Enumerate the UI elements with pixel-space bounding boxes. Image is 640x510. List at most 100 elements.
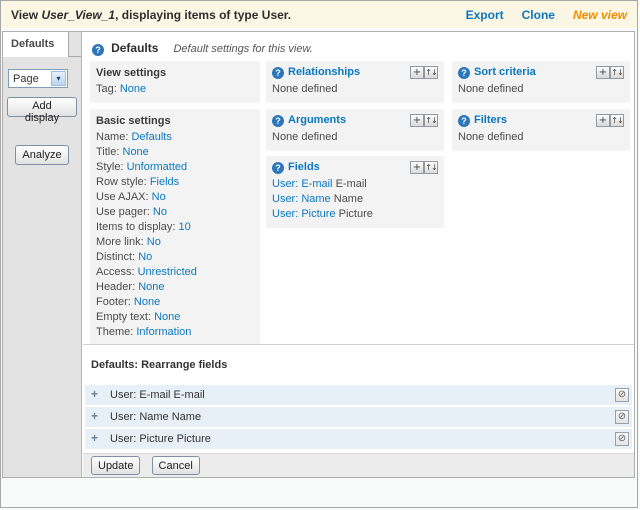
basic-settings-box: Basic settings Name: Defaults Title: None… — [90, 109, 260, 346]
fields-title-link[interactable]: Fields — [288, 161, 320, 173]
view-name: User_View_1 — [41, 7, 116, 22]
remove-icon[interactable]: ⊘ — [615, 410, 629, 424]
section-divider — [83, 344, 634, 345]
tab-defaults[interactable]: Defaults — [3, 32, 69, 57]
setting-value-link[interactable]: None — [119, 83, 147, 95]
top-bar: View User_View_1, displaying items of ty… — [1, 1, 637, 28]
setting-value-link[interactable]: No — [152, 206, 167, 218]
setting-line: Use pager: No — [96, 205, 254, 220]
setting-line: Header: None — [96, 280, 254, 295]
setting-value-link[interactable]: Information — [136, 326, 192, 338]
setting-line: Theme: Information — [96, 325, 254, 340]
setting-value-link[interactable]: 10 — [178, 221, 191, 233]
rearrange-icon[interactable]: ↑↓ — [424, 114, 438, 127]
field-link[interactable]: User: E-mail — [272, 178, 333, 190]
analyze-button[interactable]: Analyze — [15, 145, 69, 165]
fields-actions: + ↑↓ — [410, 161, 438, 174]
help-icon[interactable]: ? — [272, 115, 284, 127]
arguments-title-link[interactable]: Arguments — [288, 114, 347, 126]
add-display-button[interactable]: Add display — [7, 97, 77, 124]
setting-value-link[interactable]: Unrestricted — [137, 266, 197, 278]
field-line: User: Name Name — [272, 192, 438, 207]
setting-label: Use pager: — [96, 206, 150, 218]
field-link[interactable]: User: Name — [272, 193, 331, 205]
view-title: View User_View_1, displaying items of ty… — [11, 8, 291, 22]
setting-value-link[interactable]: No — [138, 251, 153, 263]
defaults-panel: ? Defaults Default settings for this vie… — [83, 32, 634, 477]
help-icon[interactable]: ? — [92, 44, 104, 56]
add-icon[interactable]: + — [410, 114, 424, 127]
setting-value-link[interactable]: None — [154, 311, 181, 323]
setting-value-link[interactable]: None — [133, 296, 161, 308]
setting-line: Empty text: None — [96, 310, 254, 325]
basic-settings-lines: Name: Defaults Title: None Style: Unformat… — [96, 130, 254, 340]
setting-label: Name: — [96, 131, 129, 143]
fields-list: User: E-mail E-mail User: Name Name User: … — [272, 177, 438, 222]
setting-label: Theme: — [96, 326, 134, 338]
setting-value-link[interactable]: Unformatted — [126, 161, 188, 173]
setting-label: Empty text: — [96, 311, 152, 323]
remove-icon[interactable]: ⊘ — [615, 432, 629, 446]
rearrange-icon[interactable]: ↑↓ — [424, 161, 438, 174]
rearrange-row: + User: E-mail E-mail ⊘ — [85, 385, 632, 405]
help-icon[interactable]: ? — [272, 162, 284, 174]
help-icon[interactable]: ? — [458, 115, 470, 127]
setting-label: Row style: — [96, 176, 147, 188]
setting-line: Tag: None — [96, 82, 254, 97]
update-button[interactable]: Update — [91, 456, 141, 475]
display-type-select[interactable]: Page ▾ — [8, 69, 68, 88]
setting-line: Distinct: No — [96, 250, 254, 265]
setting-value-link[interactable]: Fields — [149, 176, 180, 188]
drag-handle-icon[interactable]: + — [91, 431, 99, 445]
field-link[interactable]: User: Picture — [272, 208, 336, 220]
drag-handle-icon[interactable]: + — [91, 409, 99, 423]
field-line: User: Picture Picture — [272, 207, 438, 222]
setting-value-link[interactable]: None — [138, 281, 165, 293]
export-link[interactable]: Export — [465, 7, 504, 22]
filters-empty-text: None defined — [458, 131, 524, 143]
view-actions: Export Clone New view — [466, 8, 627, 22]
panel-title: Defaults — [111, 41, 159, 55]
view-settings-title: View settings — [96, 67, 167, 79]
setting-line: Footer: None — [96, 295, 254, 310]
add-icon[interactable]: + — [410, 66, 424, 79]
rearrange-icon[interactable]: ↑↓ — [424, 66, 438, 79]
fields-header: ? Fields + ↑↓ — [272, 161, 438, 174]
help-icon[interactable]: ? — [458, 67, 470, 79]
relationships-title-link[interactable]: Relationships — [288, 66, 361, 78]
setting-value-link[interactable]: Defaults — [131, 131, 172, 143]
setting-line: Use AJAX: No — [96, 190, 254, 205]
arguments-box: ? Arguments + ↑↓ None defined — [266, 109, 444, 151]
sort-criteria-title-link[interactable]: Sort criteria — [474, 66, 536, 78]
rearrange-icon[interactable]: ↑↓ — [610, 66, 624, 79]
add-icon[interactable]: + — [596, 66, 610, 79]
arguments-header: ? Arguments + ↑↓ — [272, 114, 438, 127]
rearrange-row: + User: Name Name ⊘ — [85, 407, 632, 427]
new-view-link[interactable]: New view — [572, 7, 627, 22]
display-type-value: Page — [13, 73, 39, 85]
setting-value-link[interactable]: No — [146, 236, 161, 248]
cancel-button[interactable]: Cancel — [151, 456, 200, 475]
filters-title-link[interactable]: Filters — [474, 114, 508, 126]
setting-value-link[interactable]: No — [151, 191, 166, 203]
add-icon[interactable]: + — [410, 161, 424, 174]
add-icon[interactable]: + — [596, 114, 610, 127]
chevron-down-icon[interactable]: ▾ — [51, 71, 66, 86]
rearrange-icon[interactable]: ↑↓ — [610, 114, 624, 127]
sort-criteria-actions: + ↑↓ — [596, 66, 624, 79]
setting-value-link[interactable]: None — [122, 146, 149, 158]
help-icon[interactable]: ? — [272, 67, 284, 79]
relationships-empty-text: None defined — [272, 83, 338, 95]
view-title-prefix: View — [11, 7, 42, 22]
relationships-actions: + ↑↓ — [410, 66, 438, 79]
clone-link[interactable]: Clone — [521, 7, 555, 22]
rearrange-row: + User: Picture Picture ⊘ — [85, 429, 632, 449]
display-tabs: Defaults — [3, 32, 81, 57]
setting-label: Access: — [96, 266, 135, 278]
drag-handle-icon[interactable]: + — [91, 387, 99, 401]
setting-label: Items to display: — [96, 221, 176, 233]
rearrange-row-label: User: E-mail E-mail — [110, 389, 205, 401]
form-actions: Update Cancel — [83, 453, 634, 477]
remove-icon[interactable]: ⊘ — [615, 388, 629, 402]
